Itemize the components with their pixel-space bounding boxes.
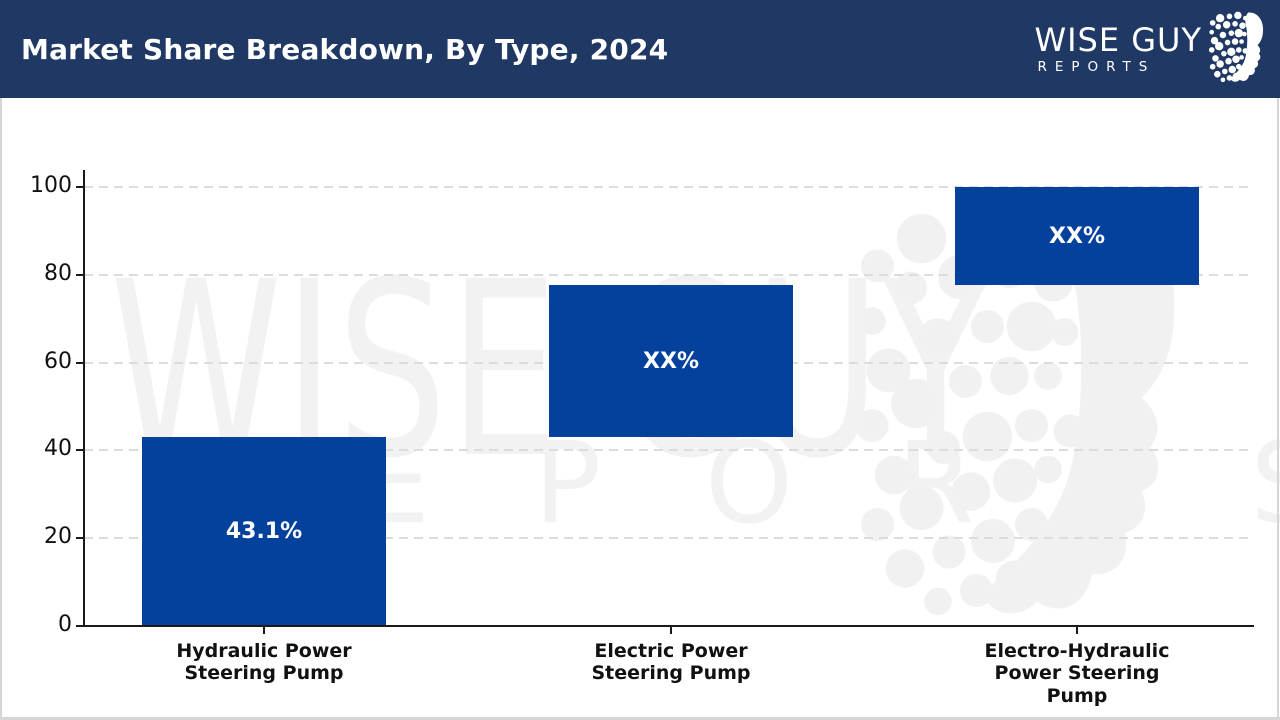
bar-value-label: 43.1% [225, 519, 303, 544]
gridline [84, 537, 1254, 539]
logo-face-icon [1208, 11, 1264, 83]
gridline [84, 274, 1254, 276]
bar-value-label: XX% [1049, 223, 1105, 249]
page-left-border [0, 98, 2, 720]
bar: XX% [549, 285, 793, 437]
y-tick-label: 100 [30, 173, 72, 198]
y-axis-tick [76, 537, 85, 539]
gridline [84, 449, 1254, 451]
page-bottom-border [0, 717, 1280, 720]
y-tick-label: 40 [44, 436, 72, 461]
y-axis-tick [76, 274, 85, 276]
y-axis-tick [76, 449, 85, 451]
logo-subtext: REPORTS [1037, 58, 1156, 75]
y-tick-label: 0 [58, 612, 72, 637]
y-axis-line [83, 170, 85, 627]
page-right-border [1277, 98, 1279, 720]
x-axis-category-label: Electro-Hydraulic Power Steering Pump [984, 640, 1170, 707]
y-axis-tick [76, 625, 85, 627]
y-tick-label: 80 [44, 261, 72, 286]
logo-text: WISE GUY REPORTS [1034, 24, 1202, 75]
bar: 43.1% [142, 437, 386, 626]
y-axis-tick [76, 362, 85, 364]
x-axis-line [83, 625, 1254, 627]
x-axis-category-label: Electric Power Steering Pump [591, 640, 751, 685]
x-axis-tick [1076, 627, 1078, 634]
y-tick-label: 60 [44, 349, 72, 374]
x-axis-tick [263, 627, 265, 634]
bar-value-label: XX% [643, 348, 699, 374]
header-bar: Market Share Breakdown, By Type, 2024 WI… [0, 0, 1280, 98]
bar: XX% [955, 187, 1199, 285]
chart-title: Market Share Breakdown, By Type, 2024 [21, 32, 669, 66]
logo-wordmark: WISE GUY [1034, 20, 1202, 59]
x-axis-tick [670, 627, 672, 634]
gridline [84, 186, 1254, 188]
y-axis-tick [76, 186, 85, 188]
wise-guy-logo: WISE GUY REPORTS [1034, 10, 1264, 88]
y-tick-label: 20 [44, 524, 72, 549]
x-axis-category-label: Hydraulic Power Steering Pump [176, 640, 352, 685]
